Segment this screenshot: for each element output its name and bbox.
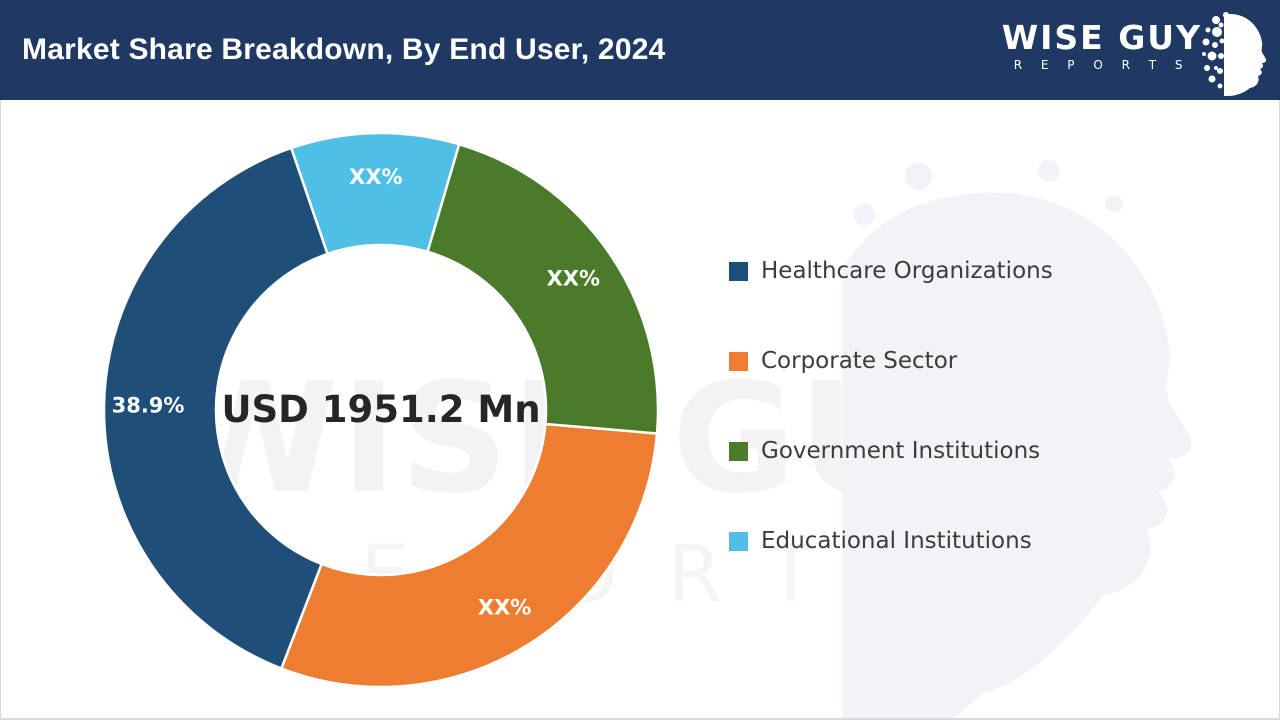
legend-label-government: Government Institutions <box>761 438 1041 464</box>
slice-percentage-label: XX% <box>547 266 600 290</box>
slice-percentage-label: XX% <box>478 596 531 620</box>
legend-item-corporate-sector: Corporate Sector <box>729 347 957 375</box>
pie-slice-government-institutions <box>426 142 660 435</box>
center-value-label: USD 1951.2 Mn <box>221 388 540 431</box>
slice-percentage-label: XX% <box>349 165 402 189</box>
wise-guy-head-icon <box>1202 12 1266 96</box>
legend-item-healthcare-organizations: Healthcare Organizations <box>729 257 1053 285</box>
watermark-head-icon <box>842 160 1191 718</box>
pie-slice-corporate-sector <box>280 422 659 689</box>
legend-swatch-corporate <box>729 351 748 371</box>
legend-label-healthcare: Healthcare Organizations <box>761 258 1053 284</box>
legend-label-corporate: Corporate Sector <box>761 348 958 374</box>
pie-slice-educational-institutions <box>290 131 461 256</box>
header-bar: Market Share Breakdown, By End User, 202… <box>0 0 1280 100</box>
pie-slice-healthcare-organizations <box>102 146 329 670</box>
legend-swatch-healthcare <box>729 261 748 281</box>
legend-label-educational: Educational Institutions <box>761 528 1032 554</box>
donut-chart: 38.9% XX% XX% XX% USD 1951.2 Mn <box>102 131 660 689</box>
legend-swatch-government <box>729 441 748 461</box>
page-title: Market Share Breakdown, By End User, 202… <box>22 33 666 66</box>
legend-item-government-institutions: Government Institutions <box>729 437 1040 465</box>
brand-subtitle: R E P O R T S <box>1013 58 1190 72</box>
legend-item-educational-institutions: Educational Institutions <box>729 527 1032 555</box>
brand-name: WISE GUY <box>1001 18 1202 57</box>
slice-percentage-label: 38.9% <box>112 394 185 418</box>
brand-logo: WISE GUY R E P O R T S <box>1002 6 1266 96</box>
legend-swatch-educational <box>729 531 748 551</box>
chart-canvas: WISE GUY REPORTS 38.9%XX%XX%XX%USD 1951.… <box>0 100 1280 720</box>
